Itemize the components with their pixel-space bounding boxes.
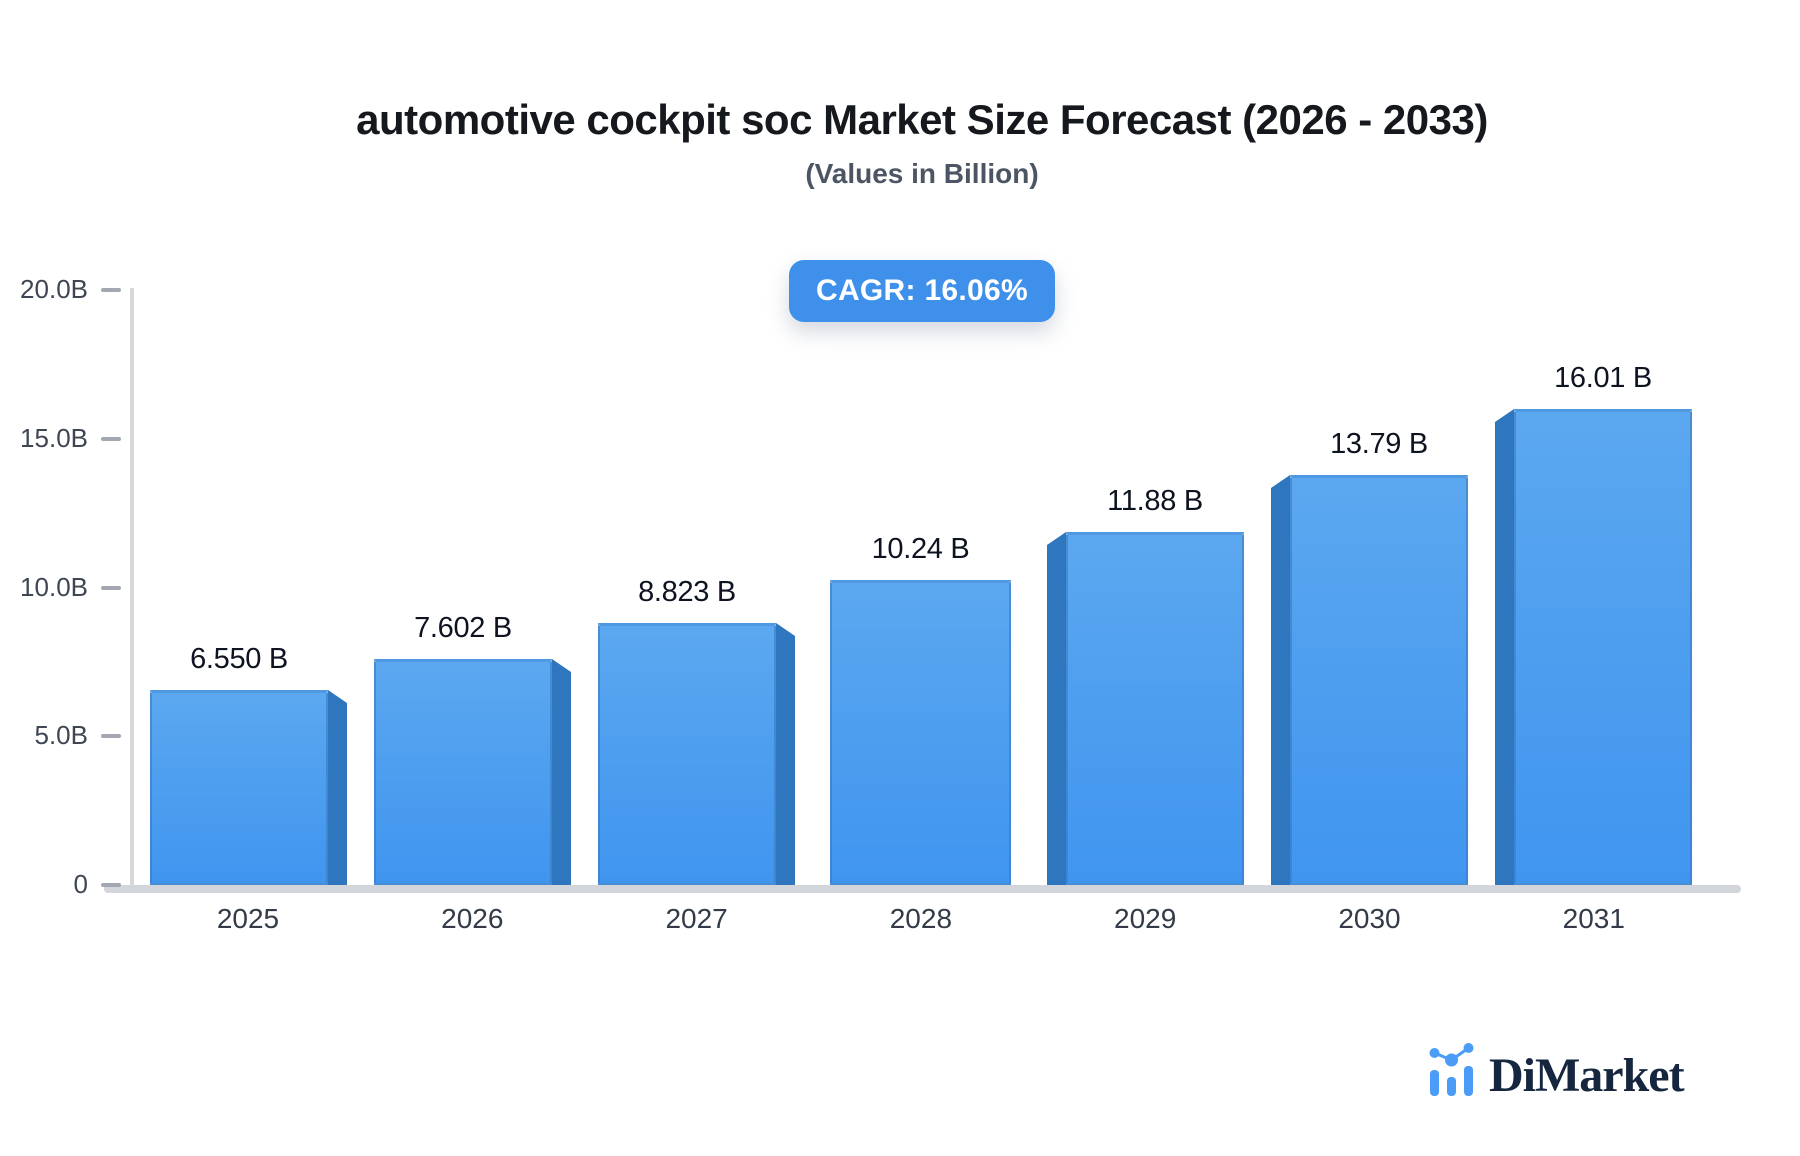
- bar-face: [830, 580, 1011, 885]
- bar-value-label: 13.79 B: [1330, 428, 1428, 460]
- x-axis-label: 2030: [1338, 903, 1401, 934]
- cagr-badge: CAGR: 16.06%: [788, 260, 1055, 322]
- x-axis-label: 2026: [441, 903, 504, 934]
- y-axis-label: 5.0B: [34, 720, 89, 751]
- bar-side-3d: [1271, 475, 1290, 885]
- bar-face: [1066, 532, 1244, 885]
- bar-face: [1290, 475, 1468, 885]
- bar-2026: [374, 659, 571, 885]
- bar-value-label: 11.88 B: [1107, 485, 1203, 517]
- bar-2028: [830, 580, 1011, 885]
- bar-side-3d: [1047, 532, 1066, 885]
- bar-value-label: 8.823 B: [638, 576, 736, 608]
- bar-2031: [1495, 409, 1692, 885]
- bar-face: [374, 659, 552, 885]
- bar-value-label: 16.01 B: [1554, 362, 1652, 394]
- chart-header: automotive cockpit soc Market Size Forec…: [0, 0, 1800, 322]
- chart-subtitle: (Values in Billion): [805, 158, 1039, 189]
- bar-face: [598, 623, 776, 885]
- bar-chart-trend-icon: [1429, 1043, 1474, 1096]
- y-axis-tick: [101, 883, 121, 887]
- x-axis-label: 2027: [665, 903, 728, 934]
- chart-title: automotive cockpit soc Market Size Forec…: [356, 96, 1488, 143]
- brand-logo: DiMarket: [1428, 1038, 1685, 1102]
- y-axis-tick: [101, 288, 121, 292]
- bar-value-label: 10.24 B: [871, 533, 970, 565]
- bar-value-label: 7.602 B: [414, 612, 512, 644]
- x-axis-label: 2028: [889, 903, 953, 934]
- x-axis-baseline: [104, 885, 1741, 893]
- bar-side-3d: [328, 690, 347, 885]
- y-axis-label: 15.0B: [20, 422, 88, 453]
- x-axis-label: 2031: [1562, 903, 1625, 934]
- brand-name: DiMarket: [1489, 1049, 1685, 1102]
- y-axis-tick: [101, 585, 121, 590]
- bar-side-3d: [776, 623, 795, 885]
- y-axis-label: 20.0B: [20, 274, 88, 304]
- bar-2025: [150, 690, 347, 885]
- bar-2029: [1047, 532, 1244, 885]
- bar-2027: [598, 623, 795, 885]
- bar-value-label: 6.550 B: [190, 643, 288, 675]
- bar-2030: [1271, 475, 1468, 885]
- x-axis-label: 2025: [216, 903, 280, 934]
- bar-face: [1514, 409, 1692, 885]
- y-axis-tick: [101, 734, 121, 739]
- y-axis-tick: [101, 436, 121, 441]
- bar-side-3d: [1495, 409, 1514, 885]
- bar-side-3d: [552, 659, 571, 885]
- bar-face: [150, 690, 328, 885]
- y-axis-line: [130, 288, 134, 889]
- y-axis-label: 10.0B: [20, 571, 88, 602]
- x-axis-label: 2029: [1114, 903, 1177, 934]
- y-axis-label: 0: [73, 869, 88, 899]
